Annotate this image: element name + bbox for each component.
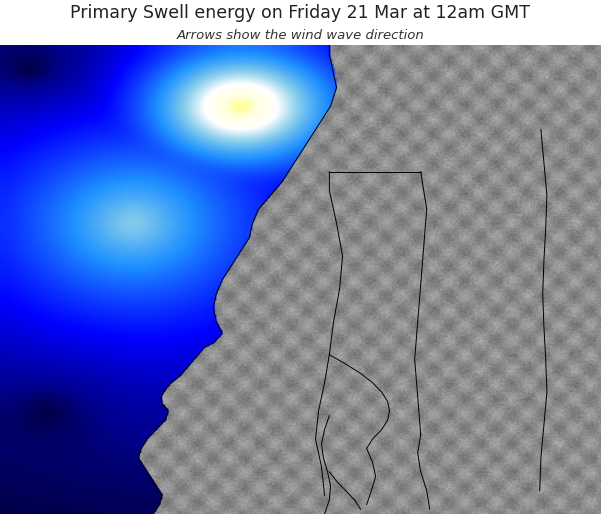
Text: Primary Swell energy on Friday 21 Mar at 12am GMT: Primary Swell energy on Friday 21 Mar at… <box>70 4 531 22</box>
Text: Arrows show the wind wave direction: Arrows show the wind wave direction <box>177 29 424 42</box>
